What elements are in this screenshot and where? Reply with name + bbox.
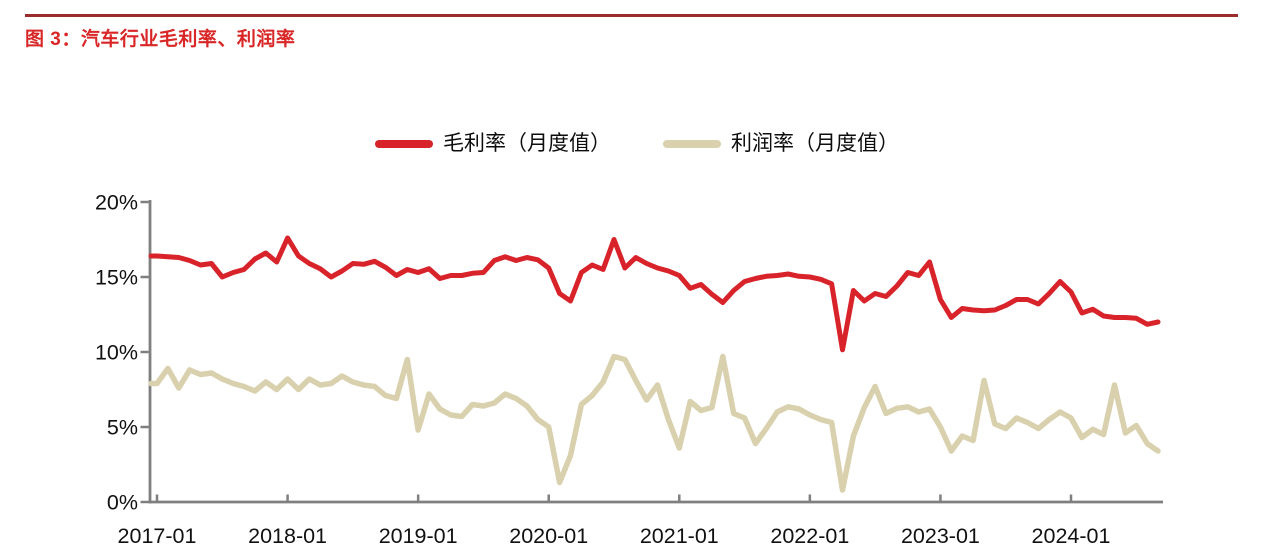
x-tick-label: 2020-01 (509, 524, 588, 548)
y-tick-label: 0% (107, 491, 138, 515)
x-tick-label: 2017-01 (118, 524, 197, 548)
legend-item-profit-margin: 利润率（月度值） (663, 131, 899, 157)
gross-margin-swatch-icon (375, 140, 433, 148)
y-tick-label: 15% (95, 266, 138, 290)
y-tick-label: 10% (95, 341, 138, 365)
profit-margin-swatch-icon (663, 140, 721, 148)
x-tick-label: 2018-01 (248, 524, 327, 548)
legend-label-gross-margin: 毛利率（月度值） (443, 132, 611, 155)
y-tick-label: 5% (107, 416, 138, 440)
gross-margin-line (148, 235, 1161, 353)
y-tick-label: 20% (95, 191, 138, 215)
x-tick-label: 2021-01 (640, 524, 719, 548)
profit-margin-line (148, 353, 1161, 493)
x-tick-label: 2024-01 (1032, 524, 1111, 548)
legend-item-gross-margin: 毛利率（月度值） (375, 131, 611, 157)
legend-label-profit-margin: 利润率（月度值） (731, 132, 899, 155)
x-tick-label: 2023-01 (901, 524, 980, 548)
x-tick-label: 2019-01 (379, 524, 458, 548)
chart-legend: 毛利率（月度值） 利润率（月度值） (0, 131, 1274, 157)
x-tick-label: 2022-01 (770, 524, 849, 548)
header-rule (25, 14, 1238, 17)
page-title: 图 3：汽车行业毛利率、利润率 (25, 29, 296, 50)
